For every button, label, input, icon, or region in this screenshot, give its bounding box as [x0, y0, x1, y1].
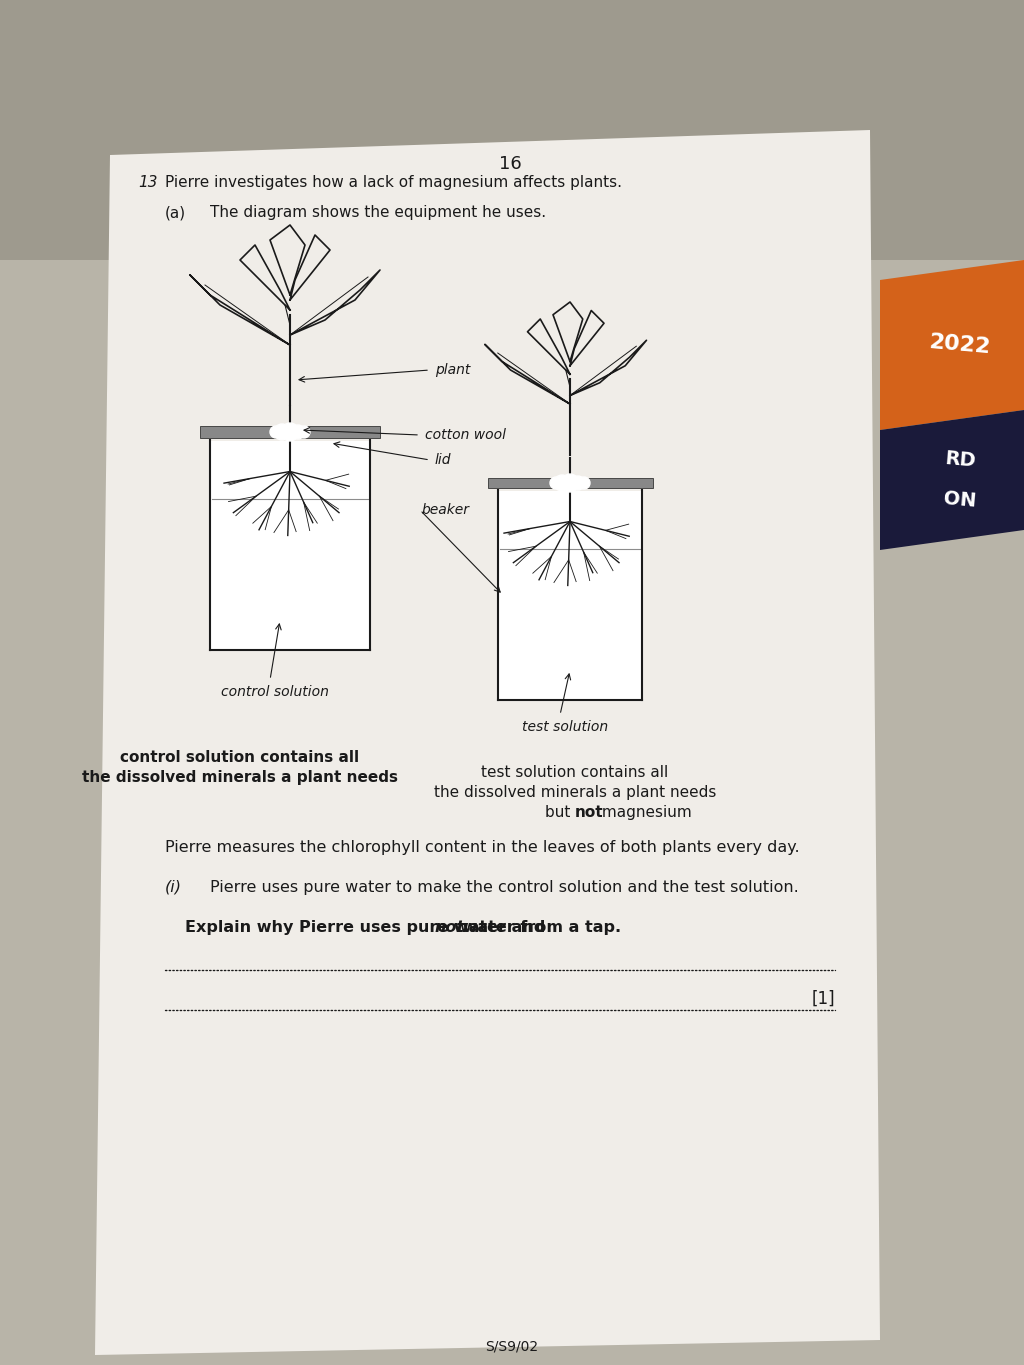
Circle shape: [561, 474, 579, 491]
Circle shape: [270, 426, 282, 438]
Circle shape: [578, 476, 590, 489]
Text: The diagram shows the equipment he uses.: The diagram shows the equipment he uses.: [210, 205, 546, 220]
Text: (a): (a): [165, 205, 186, 220]
Text: 13: 13: [138, 175, 158, 190]
Text: RD: RD: [944, 449, 976, 471]
Text: plant: plant: [435, 363, 470, 377]
Text: the dissolved minerals a plant needs: the dissolved minerals a plant needs: [434, 785, 716, 800]
Polygon shape: [95, 130, 880, 1355]
Text: lid: lid: [435, 453, 452, 467]
Text: control solution contains all: control solution contains all: [121, 749, 359, 764]
Text: Pierre uses pure water to make the control solution and the test solution.: Pierre uses pure water to make the contr…: [210, 880, 799, 895]
Text: (i): (i): [165, 880, 182, 895]
Polygon shape: [880, 259, 1024, 430]
Text: 2022: 2022: [929, 332, 991, 358]
Circle shape: [291, 425, 305, 440]
FancyBboxPatch shape: [0, 0, 1024, 259]
Text: not: not: [575, 805, 603, 820]
Polygon shape: [880, 410, 1024, 550]
Text: 16: 16: [499, 156, 521, 173]
Text: water from a tap.: water from a tap.: [457, 920, 622, 935]
FancyBboxPatch shape: [488, 478, 653, 489]
Text: S/S9/02: S/S9/02: [485, 1340, 539, 1354]
Text: not: not: [434, 920, 465, 935]
Text: the dissolved minerals a plant needs: the dissolved minerals a plant needs: [82, 770, 398, 785]
Circle shape: [298, 426, 310, 438]
Text: magnesium: magnesium: [597, 805, 692, 820]
Text: test solution contains all: test solution contains all: [481, 764, 669, 779]
Circle shape: [281, 423, 299, 441]
Text: ON: ON: [943, 489, 977, 511]
FancyBboxPatch shape: [211, 441, 369, 648]
Circle shape: [274, 425, 290, 440]
Text: control solution: control solution: [221, 685, 329, 699]
FancyBboxPatch shape: [200, 426, 380, 438]
Text: cotton wool: cotton wool: [425, 429, 506, 442]
Text: Explain why Pierre uses pure water and: Explain why Pierre uses pure water and: [185, 920, 551, 935]
Text: Pierre measures the chlorophyll content in the leaves of both plants every day.: Pierre measures the chlorophyll content …: [165, 839, 800, 854]
FancyBboxPatch shape: [0, 259, 1024, 1365]
Text: but: but: [545, 805, 575, 820]
FancyBboxPatch shape: [499, 491, 642, 699]
Circle shape: [554, 475, 570, 491]
Circle shape: [550, 476, 562, 489]
Text: [1]: [1]: [811, 990, 835, 1007]
Text: test solution: test solution: [522, 719, 608, 734]
Text: beaker: beaker: [422, 502, 470, 517]
Circle shape: [571, 476, 585, 490]
Text: Pierre investigates how a lack of magnesium affects plants.: Pierre investigates how a lack of magnes…: [165, 175, 622, 190]
